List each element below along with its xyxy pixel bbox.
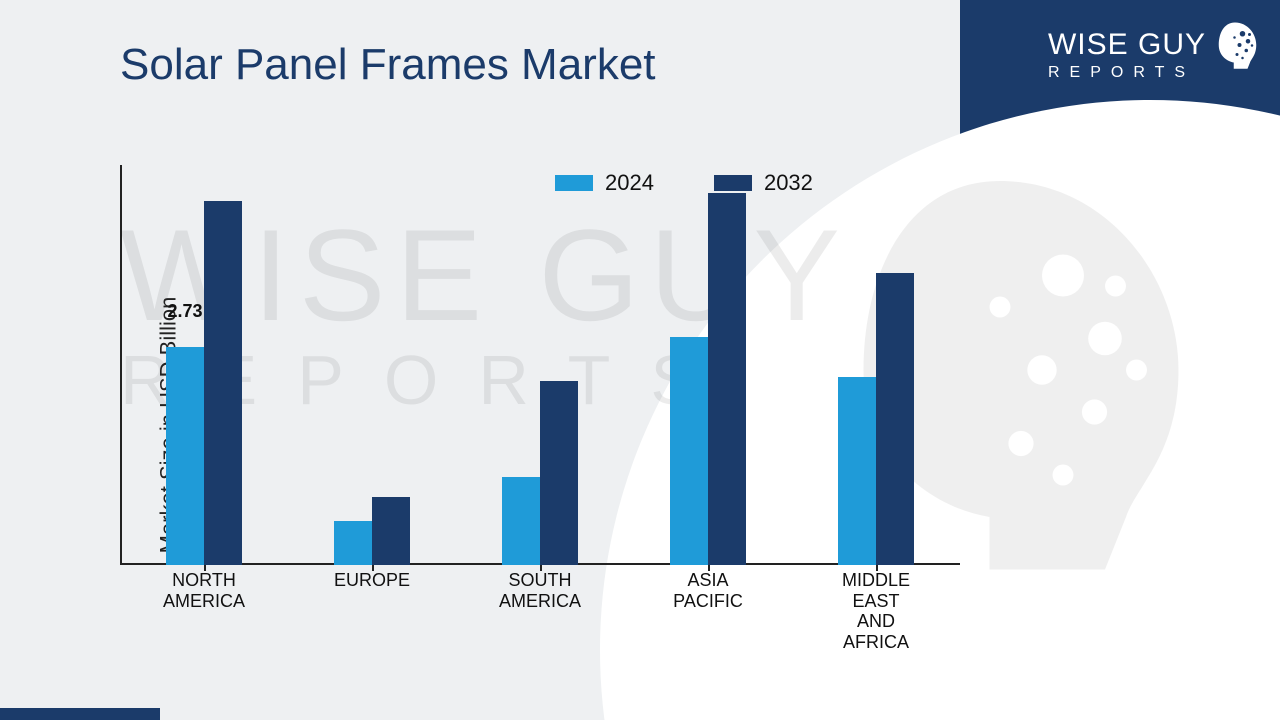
bar: [372, 497, 410, 565]
plot-area: 2.73: [120, 165, 960, 565]
brand-logo: WISE GUY REPORTS: [1048, 20, 1260, 82]
bar: [334, 521, 372, 565]
stage: WISE GUY REPORTS Solar Panel Frames Mark…: [0, 0, 1280, 720]
page-title: Solar Panel Frames Market: [120, 40, 656, 90]
bar: [838, 377, 876, 565]
bar-group: 2.73: [120, 165, 288, 565]
bar: [502, 477, 540, 565]
bottom-accent-bar: [0, 708, 160, 720]
x-axis-label: SOUTHAMERICA: [456, 570, 624, 653]
bar-pair: [166, 165, 242, 565]
bar: [670, 337, 708, 565]
bar: [876, 273, 914, 565]
bar-pair: [502, 165, 578, 565]
bar: [708, 193, 746, 565]
bar-pair: [334, 165, 410, 565]
bar: [166, 347, 204, 565]
bar-pair: [838, 165, 914, 565]
bar-pair: [670, 165, 746, 565]
bar-group: [624, 165, 792, 565]
x-axis-label: NORTHAMERICA: [120, 570, 288, 653]
x-axis-label: ASIAPACIFIC: [624, 570, 792, 653]
bar: [204, 201, 242, 565]
bar-chart: Market Size in USD Billion 2.73 NORTHAME…: [50, 165, 960, 685]
bar-group: [456, 165, 624, 565]
brand-line1: WISE GUY: [1048, 28, 1206, 62]
brand-head-icon: [1210, 20, 1260, 70]
bar-group: [288, 165, 456, 565]
bar-groups: 2.73: [120, 165, 960, 565]
x-axis-label: EUROPE: [288, 570, 456, 653]
bar: [540, 381, 578, 565]
x-labels: NORTHAMERICAEUROPESOUTHAMERICAASIAPACIFI…: [120, 570, 960, 653]
bar-group: [792, 165, 960, 565]
x-axis-label: MIDDLEEASTANDAFRICA: [792, 570, 960, 653]
